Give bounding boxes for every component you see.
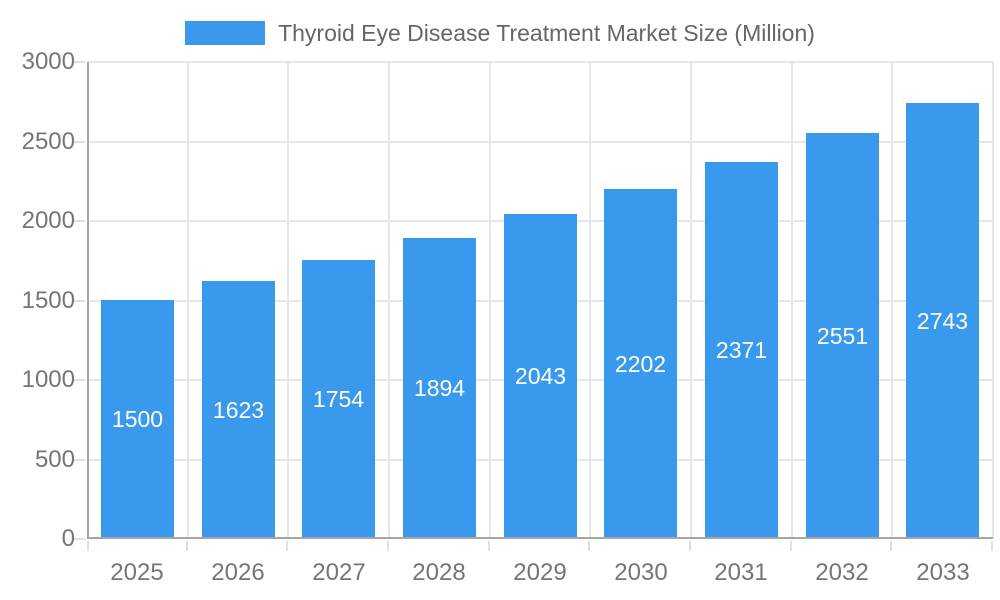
x-tick-label: 2029 — [513, 559, 567, 586]
x-tick-label: 2025 — [110, 559, 164, 586]
bar-2032[interactable]: 2551 — [806, 133, 879, 539]
legend-swatch-icon — [185, 21, 266, 45]
plot-area: 1500 1623 1754 1894 2043 2202 2371 2551 2743 — [74, 61, 994, 551]
y-axis-tick — [74, 458, 85, 461]
x-tick-label: 2027 — [312, 559, 366, 586]
bar-value-label: 2043 — [514, 363, 567, 389]
gridline-horizontal — [87, 61, 993, 63]
bar-value-label: 1754 — [312, 386, 365, 412]
x-axis-line — [87, 537, 993, 539]
x-axis-tick — [87, 541, 89, 551]
gridline-vertical — [690, 62, 692, 539]
y-tick-label: 500 — [34, 445, 75, 473]
gridline-vertical — [589, 62, 592, 539]
gridline-horizontal — [87, 140, 993, 143]
x-tick-label: 2031 — [714, 559, 768, 586]
y-tick-label: 0 — [61, 525, 75, 552]
gridline-vertical — [992, 62, 994, 539]
bar-value-label: 2371 — [715, 337, 768, 363]
gridline-vertical — [186, 62, 189, 539]
x-axis-tick — [487, 541, 490, 551]
bar-2033[interactable]: 2743 — [906, 103, 979, 539]
bar-2031[interactable]: 2371 — [705, 162, 778, 539]
y-axis-line — [87, 62, 89, 539]
gridline-vertical — [388, 62, 390, 539]
bar-value-label: 2551 — [816, 322, 869, 349]
y-tick-label: 1000 — [21, 366, 75, 393]
bar-value-label: 1623 — [212, 396, 265, 423]
chart-legend[interactable]: Thyroid Eye Disease Treatment Market Siz… — [0, 20, 1000, 46]
y-tick-label: 1500 — [21, 286, 75, 314]
x-axis-tick — [789, 541, 792, 551]
y-axis-tick — [74, 538, 85, 540]
x-tick-label: 2032 — [815, 559, 869, 586]
x-tick-label: 2033 — [916, 559, 970, 586]
bar-2027[interactable]: 1754 — [302, 260, 375, 539]
x-axis-tick — [387, 541, 389, 551]
y-axis-tick — [74, 140, 85, 143]
x-axis-tick — [286, 541, 289, 551]
y-tick-label: 2500 — [21, 127, 75, 155]
bar-value-label: 1894 — [413, 375, 466, 401]
y-tick-label: 2000 — [21, 207, 75, 234]
legend-label: Thyroid Eye Disease Treatment Market Siz… — [278, 20, 815, 46]
bar-2030[interactable]: 2202 — [604, 189, 677, 539]
x-axis-tick — [890, 541, 893, 551]
x-axis-tick — [185, 541, 188, 551]
x-tick-label: 2030 — [614, 559, 668, 586]
x-axis-tick — [991, 541, 993, 551]
y-tick-label: 3000 — [21, 48, 75, 75]
x-tick-label: 2028 — [412, 559, 466, 586]
bar-value-label: 2743 — [916, 307, 969, 334]
x-axis-tick — [588, 541, 591, 551]
x-axis-tick — [689, 541, 691, 551]
y-axis-tick — [74, 379, 85, 381]
gridline-vertical — [287, 62, 290, 539]
y-axis-labels: 0 500 1000 1500 2000 2500 3000 — [0, 0, 75, 600]
bar-2025[interactable]: 1500 — [101, 300, 174, 539]
bar-2029[interactable]: 2043 — [504, 214, 577, 539]
bar-2026[interactable]: 1623 — [202, 281, 275, 539]
bar-2028[interactable]: 1894 — [403, 238, 476, 539]
gridline-vertical — [891, 62, 894, 539]
bar-value-label: 1500 — [111, 406, 164, 432]
gridline-vertical — [790, 62, 793, 539]
y-axis-tick — [74, 299, 85, 302]
y-axis-tick — [74, 220, 85, 222]
y-axis-tick — [74, 61, 85, 63]
gridline-vertical — [488, 62, 491, 539]
x-tick-label: 2026 — [211, 559, 265, 586]
bar-value-label: 2202 — [614, 350, 667, 377]
